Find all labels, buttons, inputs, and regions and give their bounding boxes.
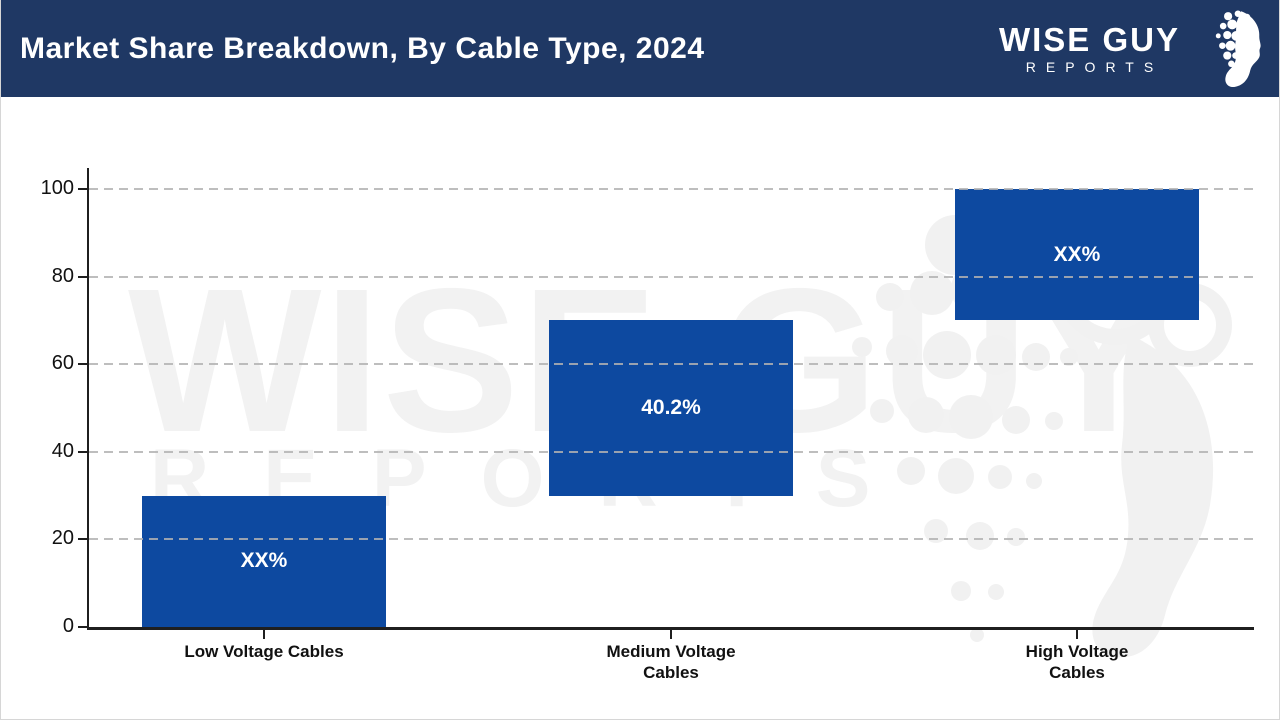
- y-tick-60: [78, 363, 87, 366]
- y-tick-0: [78, 626, 87, 628]
- watermark-face-icon: [852, 215, 1232, 658]
- bar-value-label: XX%: [240, 549, 288, 573]
- y-tick-label-20: 20: [51, 527, 74, 550]
- gridline-y-80: [89, 275, 1253, 278]
- y-tick-20: [78, 538, 87, 541]
- y-tick-40: [78, 450, 87, 453]
- logo-line1: WISE GUY: [998, 21, 1180, 58]
- header-banner: Market Share Breakdown, By Cable Type, 2…: [0, 0, 1280, 97]
- page-title: Market Share Breakdown, By Cable Type, 2…: [20, 31, 705, 65]
- wise-guy-logo: WISE GUY REPORTS: [999, 8, 1266, 90]
- bar-3: [955, 189, 1199, 321]
- y-tick-label-0: 0: [62, 615, 74, 637]
- x-category-label: Low Voltage Cables: [184, 642, 344, 661]
- logo-face-icon: [1215, 10, 1261, 88]
- y-tick-label-60: 60: [51, 352, 74, 375]
- gridline-y-60: [89, 363, 1253, 366]
- bar-value-label: 40.2%: [641, 396, 701, 419]
- y-tick-80: [78, 275, 87, 278]
- y-tick-label-100: 100: [40, 177, 74, 199]
- bar-2: [549, 320, 793, 496]
- x-tick-1: [263, 630, 265, 639]
- y-tick-label-40: 40: [51, 439, 74, 462]
- logo-line2: REPORTS: [1025, 59, 1164, 75]
- y-tick-label-80: 80: [51, 264, 74, 287]
- gridline-y-40: [89, 450, 1253, 453]
- y-axis-line: [87, 168, 89, 630]
- bar-1: [142, 495, 386, 627]
- gridline-y-100: [89, 188, 1253, 190]
- x-axis-line: [87, 627, 1254, 630]
- x-tick-2: [670, 630, 672, 639]
- x-category-label: High Voltage Cables: [1025, 642, 1129, 682]
- logo-wordmark: WISE GUY REPORTS: [999, 22, 1180, 76]
- x-tick-3: [1076, 630, 1078, 639]
- gridline-y-20: [89, 538, 1253, 541]
- bar-value-label: XX%: [1053, 242, 1101, 266]
- x-category-label: Medium Voltage Cables: [606, 642, 736, 682]
- y-tick-100: [78, 188, 87, 190]
